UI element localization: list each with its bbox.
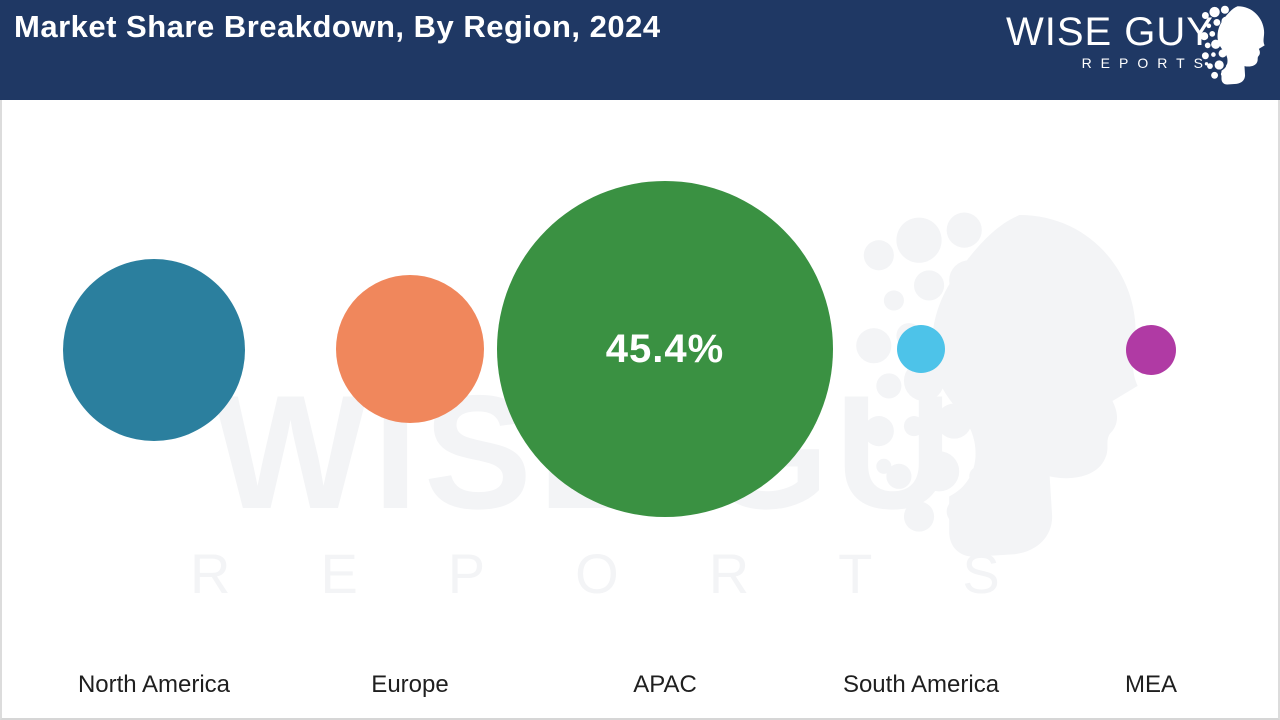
- watermark-subtext: REPORTS: [190, 542, 1090, 605]
- logo-subtext: REPORTS: [1081, 55, 1212, 71]
- bubble-europe[interactable]: [336, 275, 484, 423]
- header-bar: Market Share Breakdown, By Region, 2024 …: [0, 0, 1280, 100]
- wise-guy-reports-logo: WISE GUY REPORTS: [1006, 12, 1214, 71]
- page-title: Market Share Breakdown, By Region, 2024: [14, 9, 661, 44]
- category-label-north-america: North America: [77, 671, 231, 698]
- bubble-apac[interactable]: 45.4%: [497, 181, 833, 517]
- category-label-mea: MEA: [1124, 671, 1178, 698]
- bubble-value-label: 45.4%: [605, 326, 725, 371]
- bubble-south-america[interactable]: [897, 325, 945, 373]
- category-label-europe: Europe: [371, 671, 449, 698]
- logo-wordmark: WISE GUY: [1005, 10, 1214, 54]
- bubble-mea[interactable]: [1126, 325, 1176, 375]
- bubble-north-america[interactable]: [63, 259, 245, 441]
- category-label-apac: APAC: [633, 671, 697, 698]
- category-label-south-america: South America: [842, 671, 1000, 698]
